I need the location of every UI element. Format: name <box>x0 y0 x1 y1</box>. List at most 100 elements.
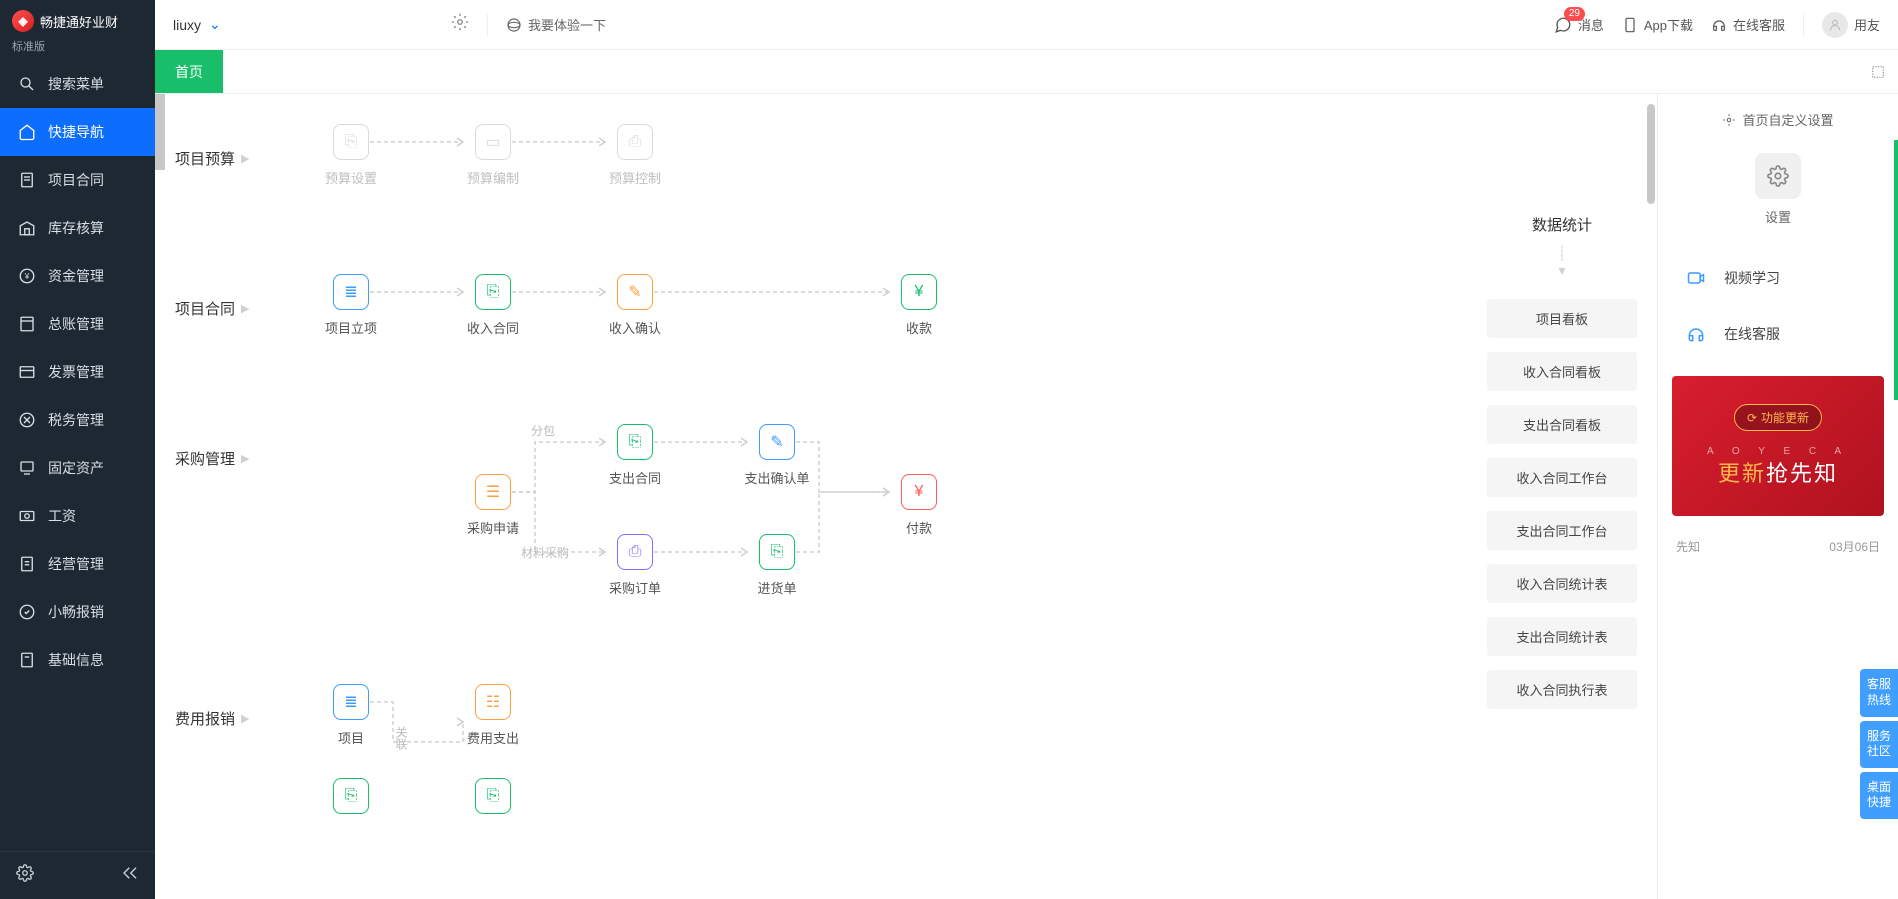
flow-node[interactable]: ⎘收入合同 <box>457 274 529 337</box>
try-experience-button[interactable]: 我要体验一下 <box>506 15 606 34</box>
flow-node[interactable]: ⎘支出合同 <box>599 424 671 487</box>
stat-button[interactable]: 项目看板 <box>1487 299 1637 338</box>
canvas-wrap: 项目预算▶⎘预算设置▭预算编制⎙预算控制项目合同▶≣项目立项⎘收入合同✎收入确认… <box>155 94 1658 899</box>
sidebar-item-label: 总账管理 <box>48 314 104 334</box>
node-icon: ⎘ <box>475 274 511 310</box>
stat-button[interactable]: 收入合同执行表 <box>1487 670 1637 709</box>
rail-link-headset[interactable]: 在线客服 <box>1672 306 1884 362</box>
sidebar-item-label: 工资 <box>48 506 76 526</box>
node-icon: ⎙ <box>617 124 653 160</box>
flow-node[interactable]: ✎支出确认单 <box>741 424 813 487</box>
float-tab[interactable]: 桌面快捷 <box>1860 772 1898 819</box>
flow-node: ▭预算编制 <box>457 124 529 187</box>
sidebar-item-invoice[interactable]: 发票管理 <box>0 348 155 396</box>
arrow-down-icon: ┊▾ <box>1487 245 1637 279</box>
sidebar-item-label: 经营管理 <box>48 554 104 574</box>
account-label: 用友 <box>1854 15 1880 34</box>
flow-section: 费用报销▶关联≣项目☷费用支出⎘⎘ <box>175 684 1637 804</box>
stat-button[interactable]: 收入合同看板 <box>1487 352 1637 391</box>
flow-node[interactable]: ✎收入确认 <box>599 274 671 337</box>
node-label: 收款 <box>883 318 955 337</box>
stat-button[interactable]: 支出合同统计表 <box>1487 617 1637 656</box>
stats-title: 数据统计 <box>1487 214 1637 235</box>
node-label: 费用支出 <box>457 728 529 747</box>
avatar-icon <box>1822 12 1848 38</box>
sidebar-item-tax[interactable]: 税务管理 <box>0 396 155 444</box>
rail-header-label: 首页自定义设置 <box>1742 110 1833 129</box>
sidebar-item-label: 固定资产 <box>48 458 104 478</box>
salary-icon <box>18 507 36 525</box>
sidebar-item-doc[interactable]: 项目合同 <box>0 156 155 204</box>
rail-settings-card[interactable]: 设置 <box>1672 143 1884 236</box>
org-selector[interactable]: liuxy ⌄ <box>173 16 433 33</box>
sidebar-item-search[interactable]: 搜索菜单 <box>0 60 155 108</box>
canvas-scrollbar[interactable] <box>1647 104 1655 204</box>
fullscreen-icon[interactable] <box>1864 58 1892 86</box>
chevron-down-icon: ⌄ <box>209 16 221 33</box>
stat-button[interactable]: 收入合同工作台 <box>1487 458 1637 497</box>
ledger-icon <box>18 315 36 333</box>
edge-accent <box>1894 140 1898 400</box>
node-icon: ☷ <box>475 684 511 720</box>
edge-label: 关联 <box>391 726 412 750</box>
float-tab[interactable]: 服务社区 <box>1860 721 1898 768</box>
sidebar-footer <box>0 851 155 899</box>
warehouse-icon <box>18 219 36 237</box>
flow-node[interactable]: ≣项目 <box>315 684 387 747</box>
collapse-icon[interactable] <box>121 864 139 887</box>
flow-node[interactable]: ⎙采购订单 <box>599 534 671 597</box>
stat-button[interactable]: 支出合同工作台 <box>1487 511 1637 550</box>
node-label: 采购申请 <box>457 518 529 537</box>
promo-headline: 更新抢先知 <box>1672 456 1884 488</box>
sidebar-item-biz[interactable]: 经营管理 <box>0 540 155 588</box>
node-icon: ▭ <box>475 124 511 160</box>
flow-section: 项目合同▶ ≣项目立项 ⎘收入合同 ✎收入确认 ¥收款 <box>175 274 1637 364</box>
flow-node[interactable]: ☷ 费用支出 <box>457 684 529 747</box>
sidebar-item-base[interactable]: 基础信息 <box>0 636 155 684</box>
float-tab[interactable]: 客服热线 <box>1860 669 1898 716</box>
node-icon: ≣ <box>333 274 369 310</box>
sidebar-item-ledger[interactable]: 总账管理 <box>0 300 155 348</box>
node-icon: ⎘ <box>333 778 369 814</box>
messages-button[interactable]: 29 消息 <box>1554 15 1604 34</box>
node-label: 采购订单 <box>599 578 671 597</box>
node-label: 项目 <box>315 728 387 747</box>
flow-node[interactable]: ¥收款 <box>883 274 955 337</box>
tax-icon <box>18 411 36 429</box>
flow-node[interactable]: ⎘ <box>457 778 529 822</box>
sidebar-item-warehouse[interactable]: 库存核算 <box>0 204 155 252</box>
stat-button[interactable]: 收入合同统计表 <box>1487 564 1637 603</box>
rail-header: 首页自定义设置 <box>1672 110 1884 129</box>
tab-home[interactable]: 首页 <box>155 50 223 93</box>
account-menu[interactable]: 用友 <box>1822 12 1880 38</box>
sidebar-item-reimburse[interactable]: 小畅报销 <box>0 588 155 636</box>
flow-node[interactable]: ≣项目立项 <box>315 274 387 337</box>
tab-home-label: 首页 <box>175 62 203 82</box>
sidebar-item-label: 小畅报销 <box>48 602 104 622</box>
logo-icon: ◈ <box>12 10 34 32</box>
online-service-button[interactable]: 在线客服 <box>1711 15 1785 34</box>
flow-node[interactable]: ⎘进货单 <box>741 534 813 597</box>
sidebar-item-asset[interactable]: 固定资产 <box>0 444 155 492</box>
section-label: 项目合同▶ <box>175 274 265 319</box>
doc-icon <box>18 171 36 189</box>
promo-banner[interactable]: ⟳ 功能更新 A O Y E C A 更新抢先知 <box>1672 376 1884 516</box>
flow-node[interactable]: ⎘ <box>315 778 387 822</box>
stat-button[interactable]: 支出合同看板 <box>1487 405 1637 444</box>
stats-column: 数据统计 ┊▾ 项目看板收入合同看板支出合同看板收入合同工作台支出合同工作台收入… <box>1487 214 1637 723</box>
node-icon: ⎘ <box>475 778 511 814</box>
rail-link-label: 视频学习 <box>1724 268 1780 288</box>
app-download-button[interactable]: App下载 <box>1622 15 1693 34</box>
sidebar-item-money[interactable]: ¥资金管理 <box>0 252 155 300</box>
sidebar-item-salary[interactable]: 工资 <box>0 492 155 540</box>
gear-icon[interactable] <box>451 13 469 36</box>
settings-icon[interactable] <box>16 864 34 887</box>
rail-link-video[interactable]: 视频学习 <box>1672 250 1884 306</box>
triangle-icon: ▶ <box>241 302 249 315</box>
app-edition: 标准版 <box>0 38 155 54</box>
flow-node[interactable]: ¥付款 <box>883 474 955 537</box>
sidebar-item-home[interactable]: 快捷导航 <box>0 108 155 156</box>
section-label: 项目预算▶ <box>175 124 265 169</box>
sidebar: ◈ 畅捷通好业财 标准版 搜索菜单快捷导航项目合同库存核算¥资金管理总账管理发票… <box>0 0 155 899</box>
flow-node[interactable]: ☰采购申请 <box>457 474 529 537</box>
